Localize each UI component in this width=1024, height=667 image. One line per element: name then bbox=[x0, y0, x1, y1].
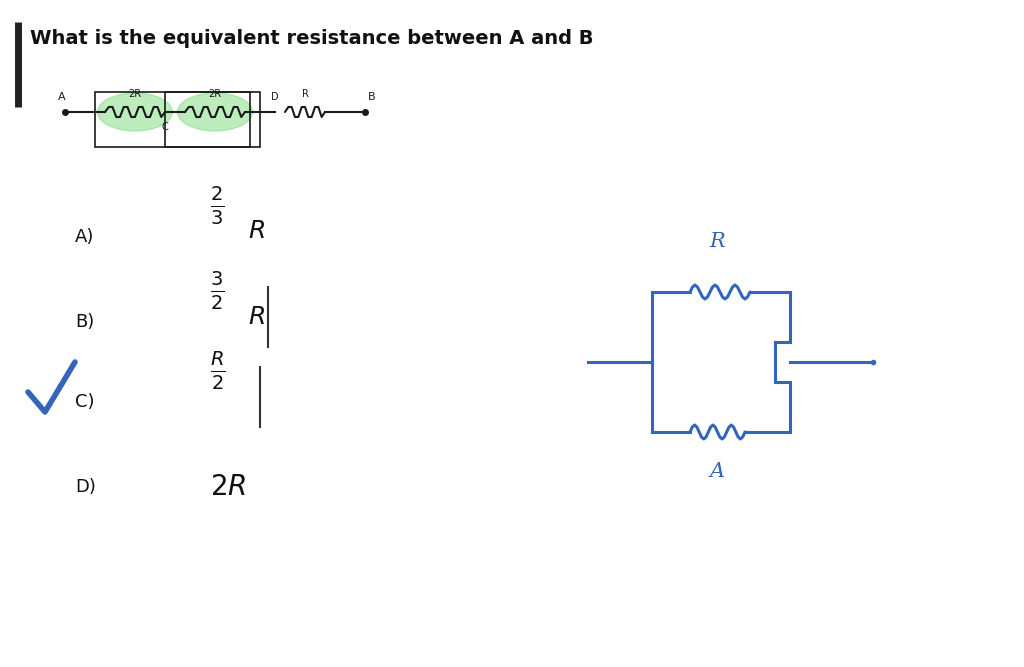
Bar bbox=[95, 92, 250, 147]
Text: $\frac{3}{2}$: $\frac{3}{2}$ bbox=[210, 270, 224, 312]
Text: $2R$: $2R$ bbox=[210, 473, 247, 501]
Text: D): D) bbox=[75, 478, 96, 496]
Ellipse shape bbox=[177, 93, 253, 131]
Text: $\frac{R}{2}$: $\frac{R}{2}$ bbox=[210, 350, 225, 392]
Ellipse shape bbox=[97, 93, 172, 131]
Text: B: B bbox=[368, 92, 376, 102]
Text: D: D bbox=[271, 92, 279, 102]
Text: C): C) bbox=[75, 393, 94, 411]
Text: $R$: $R$ bbox=[248, 305, 265, 329]
Text: B): B) bbox=[75, 313, 94, 331]
Text: $\frac{2}{3}$: $\frac{2}{3}$ bbox=[210, 185, 224, 227]
Text: A): A) bbox=[75, 228, 94, 246]
Text: A: A bbox=[710, 462, 725, 481]
Text: R: R bbox=[710, 232, 725, 251]
Text: C: C bbox=[162, 122, 168, 132]
Text: R: R bbox=[301, 89, 308, 99]
Text: 2R: 2R bbox=[209, 89, 221, 99]
Text: $R$: $R$ bbox=[248, 221, 265, 243]
Text: 2R: 2R bbox=[128, 89, 141, 99]
Bar bbox=[165, 92, 260, 147]
Text: A: A bbox=[58, 92, 66, 102]
Text: What is the equivalent resistance between A and B: What is the equivalent resistance betwee… bbox=[30, 29, 594, 48]
